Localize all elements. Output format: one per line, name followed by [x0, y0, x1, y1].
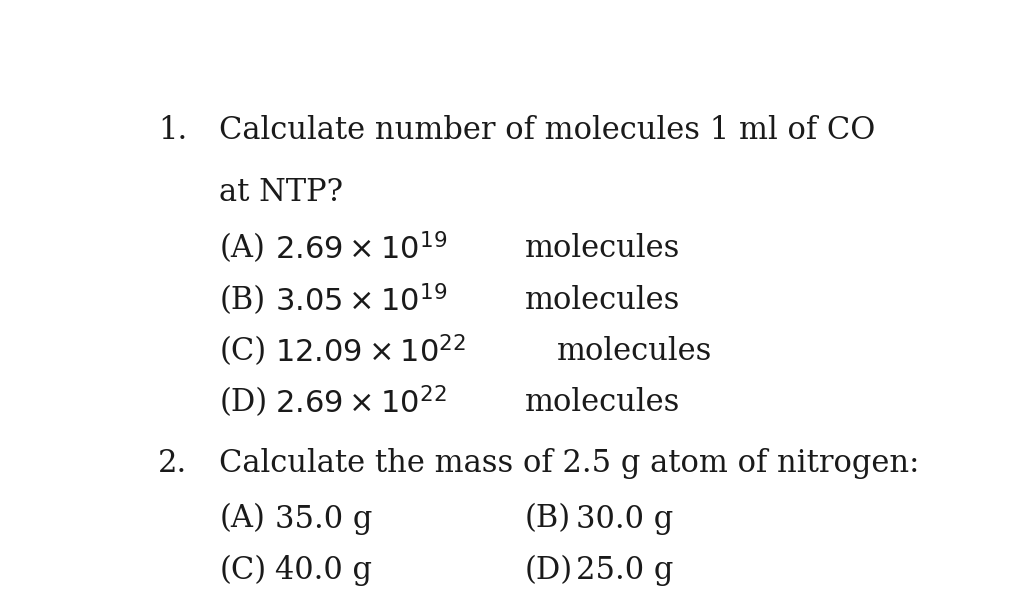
Text: Calculate the mass of 2.5 g atom of nitrogen:: Calculate the mass of 2.5 g atom of nitr…: [219, 448, 920, 479]
Text: $12.09 \times 10^{22}$: $12.09 \times 10^{22}$: [274, 336, 466, 368]
Text: molecules: molecules: [524, 387, 680, 418]
Text: $3.05 \times 10^{19}$: $3.05 \times 10^{19}$: [274, 284, 447, 317]
Text: (C): (C): [219, 555, 266, 586]
Text: 2.: 2.: [158, 448, 187, 479]
Text: $2.69 \times 10^{19}$: $2.69 \times 10^{19}$: [274, 234, 447, 266]
Text: 35.0 g: 35.0 g: [274, 503, 372, 534]
Text: (D): (D): [219, 387, 267, 418]
Text: 1.: 1.: [158, 114, 187, 146]
Text: molecules: molecules: [524, 234, 680, 264]
Text: (A): (A): [219, 503, 265, 534]
Text: at NTP?: at NTP?: [219, 177, 343, 208]
Text: molecules: molecules: [557, 336, 712, 367]
Text: 30.0 g: 30.0 g: [577, 503, 674, 534]
Text: 25.0 g: 25.0 g: [577, 555, 674, 586]
Text: (C): (C): [219, 336, 266, 367]
Text: (B): (B): [219, 284, 265, 316]
Text: $2.69 \times 10^{22}$: $2.69 \times 10^{22}$: [274, 387, 446, 419]
Text: Calculate number of molecules 1 ml of CO: Calculate number of molecules 1 ml of CO: [219, 114, 876, 146]
Text: 40.0 g: 40.0 g: [274, 555, 372, 586]
Text: (B): (B): [524, 503, 571, 534]
Text: molecules: molecules: [524, 284, 680, 316]
Text: (A): (A): [219, 234, 265, 264]
Text: (D): (D): [524, 555, 572, 586]
